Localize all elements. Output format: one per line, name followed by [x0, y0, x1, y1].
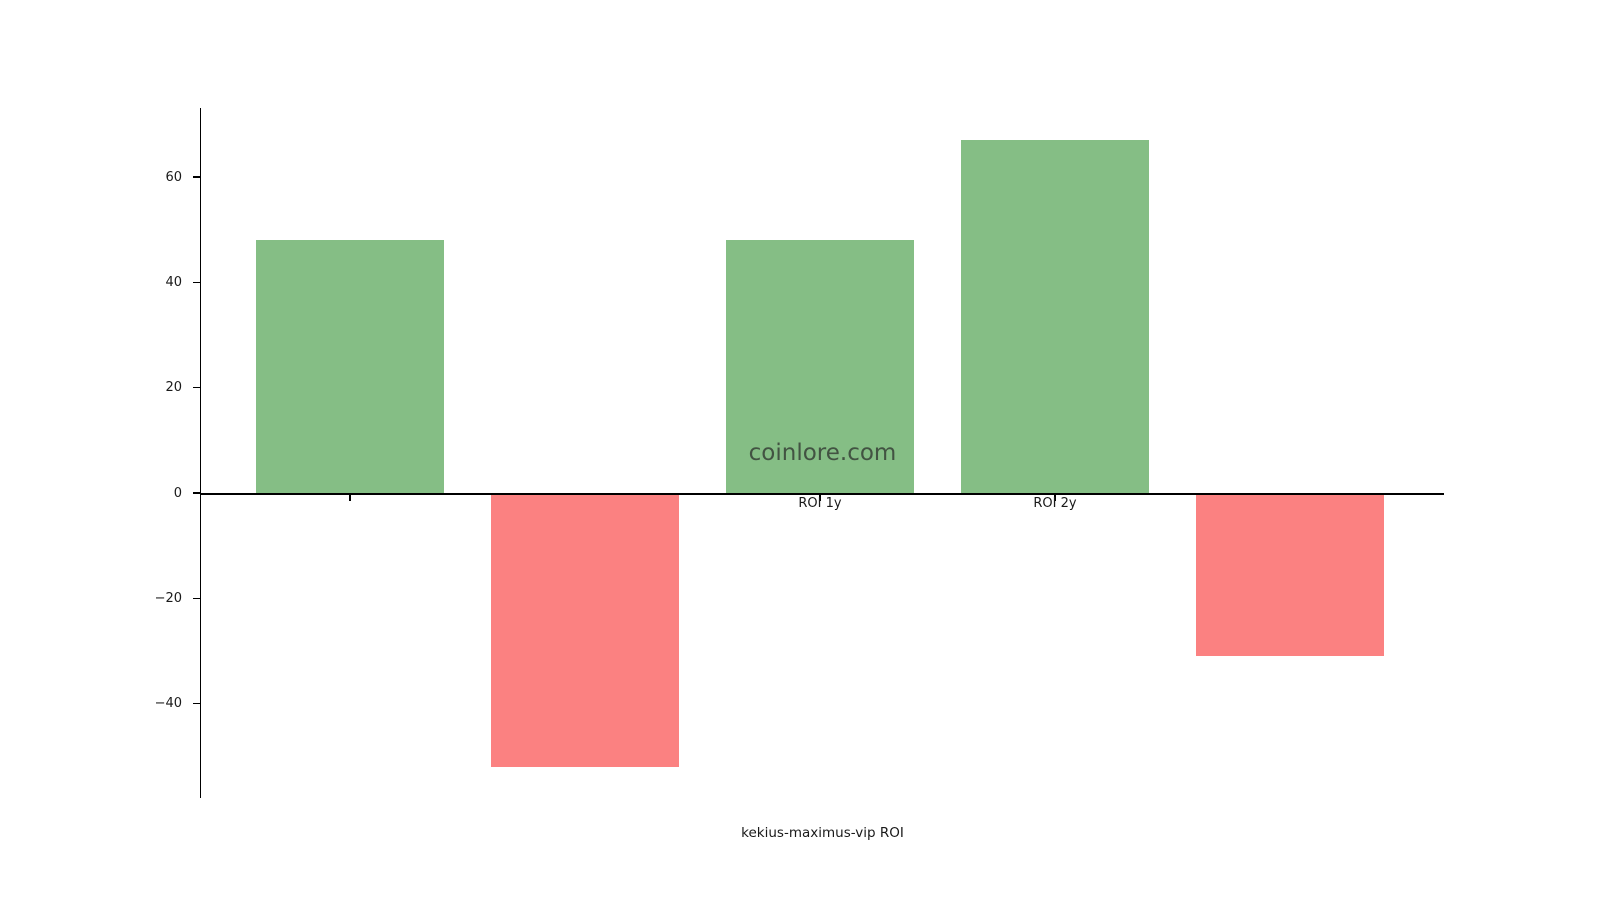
chart-title: kekius-maximus-vip ROI [741, 825, 904, 841]
y-tick-label: 0 [173, 485, 182, 501]
y-tick-label: −40 [154, 696, 182, 712]
y-tick-label: 20 [165, 380, 182, 396]
y-tick [192, 176, 200, 178]
bar-1 [256, 240, 444, 493]
y-tick [192, 703, 200, 705]
y-tick [192, 387, 200, 389]
watermark: coinlore.com [748, 440, 897, 466]
x-tick [349, 494, 351, 501]
x-tick-label-roi-1y: ROI 1y [798, 496, 842, 511]
x-tick [1054, 494, 1056, 501]
x-tick [819, 494, 821, 501]
y-tick-label: 40 [165, 274, 182, 290]
bar-5 [1196, 493, 1384, 657]
bar-roi-2y [961, 140, 1149, 493]
y-axis-spine [199, 108, 201, 798]
bar-roi-1y [726, 240, 914, 493]
y-tick [192, 281, 200, 284]
x-tick-label-roi-2y: ROI 2y [1033, 496, 1077, 511]
y-tick-label: 60 [165, 169, 182, 185]
bar-2 [491, 493, 679, 767]
y-tick [192, 597, 200, 600]
y-tick [192, 492, 200, 494]
x-axis-line [199, 493, 1444, 495]
y-tick-label: −20 [154, 590, 182, 606]
